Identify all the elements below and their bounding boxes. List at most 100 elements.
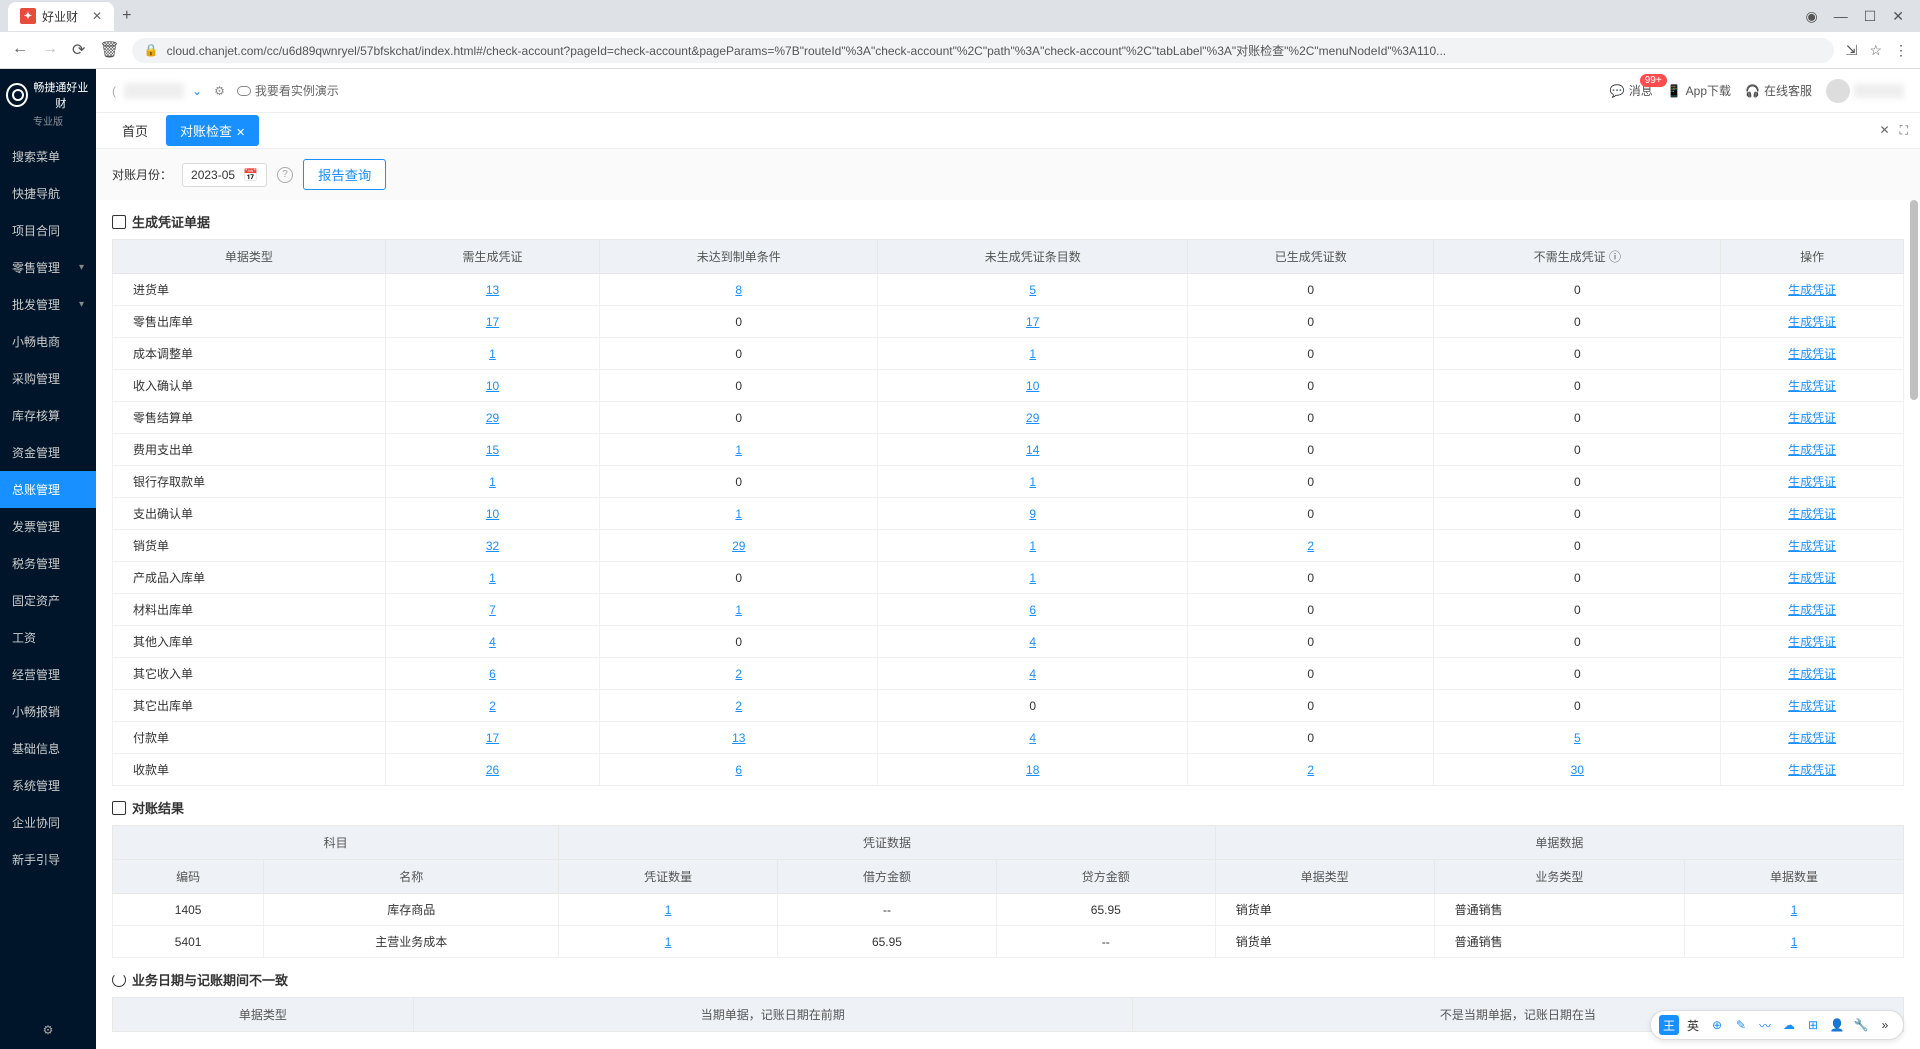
sidebar-item[interactable]: 小畅报销: [0, 693, 96, 730]
count-link[interactable]: 4: [1029, 635, 1036, 649]
sidebar-item[interactable]: 新手引导: [0, 841, 96, 878]
count-link[interactable]: 2: [489, 699, 496, 713]
count-link[interactable]: 1: [1029, 539, 1036, 553]
sidebar-item[interactable]: 固定资产: [0, 582, 96, 619]
count-link[interactable]: 17: [486, 731, 499, 745]
wrench-icon[interactable]: 🔧: [1851, 1015, 1871, 1035]
tab-close-icon[interactable]: ✕: [236, 127, 245, 139]
generate-link[interactable]: 生成凭证: [1788, 699, 1836, 713]
close-all-icon[interactable]: ✕: [1880, 123, 1890, 138]
count-link[interactable]: 1: [489, 347, 496, 361]
generate-link[interactable]: 生成凭证: [1788, 571, 1836, 585]
count-link[interactable]: 2: [735, 699, 742, 713]
generate-link[interactable]: 生成凭证: [1788, 539, 1836, 553]
count-link[interactable]: 2: [1307, 539, 1314, 553]
count-link[interactable]: 1: [735, 603, 742, 617]
gear-icon[interactable]: ⚙: [214, 84, 225, 98]
generate-link[interactable]: 生成凭证: [1788, 347, 1836, 361]
count-link[interactable]: 6: [489, 667, 496, 681]
count-link[interactable]: 13: [486, 283, 499, 297]
service-button[interactable]: 🎧 在线客服: [1745, 82, 1812, 99]
sidebar-item[interactable]: 资金管理: [0, 434, 96, 471]
count-link[interactable]: 29: [732, 539, 745, 553]
sidebar-item[interactable]: 快捷导航: [0, 175, 96, 212]
help-icon[interactable]: ?: [277, 167, 293, 183]
generate-link[interactable]: 生成凭证: [1788, 635, 1836, 649]
account-icon[interactable]: ◉: [1805, 8, 1817, 25]
count-link[interactable]: 1: [1029, 475, 1036, 489]
generate-link[interactable]: 生成凭证: [1788, 411, 1836, 425]
sidebar-item[interactable]: 小畅电商: [0, 323, 96, 360]
sidebar-item[interactable]: 项目合同: [0, 212, 96, 249]
generate-link[interactable]: 生成凭证: [1788, 731, 1836, 745]
generate-link[interactable]: 生成凭证: [1788, 603, 1836, 617]
sidebar-item[interactable]: 采购管理: [0, 360, 96, 397]
count-link[interactable]: 5: [1029, 283, 1036, 297]
delete-icon[interactable]: 🗑: [99, 40, 119, 60]
star-icon[interactable]: ☆: [1869, 42, 1882, 59]
count-link[interactable]: 2: [1307, 763, 1314, 777]
generate-link[interactable]: 生成凭证: [1788, 283, 1836, 297]
lang-icon[interactable]: 英: [1683, 1015, 1703, 1035]
sidebar-item[interactable]: 企业协同: [0, 804, 96, 841]
close-window-icon[interactable]: ✕: [1892, 8, 1904, 25]
sidebar-item[interactable]: 批发管理▾: [0, 286, 96, 323]
vcount-link[interactable]: 1: [665, 903, 672, 917]
count-link[interactable]: 1: [1029, 347, 1036, 361]
query-button[interactable]: 报告查询: [303, 159, 386, 190]
forward-icon[interactable]: →: [42, 40, 58, 60]
settings-icon[interactable]: ⚙: [0, 1011, 96, 1049]
count-link[interactable]: 8: [735, 283, 742, 297]
maximize-icon[interactable]: ☐: [1864, 8, 1877, 25]
generate-link[interactable]: 生成凭证: [1788, 443, 1836, 457]
sidebar-item[interactable]: 库存核算: [0, 397, 96, 434]
count-link[interactable]: 29: [1026, 411, 1039, 425]
sidebar-item[interactable]: 零售管理▾: [0, 249, 96, 286]
app-download-button[interactable]: 📱 App下载: [1667, 82, 1731, 99]
sidebar-item[interactable]: 系统管理: [0, 767, 96, 804]
count-link[interactable]: 18: [1026, 763, 1039, 777]
user-menu[interactable]: [1826, 79, 1904, 103]
count-link[interactable]: 1: [735, 507, 742, 521]
sidebar-item[interactable]: 搜索菜单: [0, 138, 96, 175]
vcount-link[interactable]: 1: [665, 935, 672, 949]
count-link[interactable]: 7: [489, 603, 496, 617]
count-link[interactable]: 10: [1026, 379, 1039, 393]
close-icon[interactable]: ✕: [92, 9, 102, 23]
count-link[interactable]: 29: [486, 411, 499, 425]
count-link[interactable]: 6: [735, 763, 742, 777]
count-link[interactable]: 32: [486, 539, 499, 553]
count-link[interactable]: 26: [486, 763, 499, 777]
tab-check-account[interactable]: 对账检查✕: [166, 115, 259, 146]
generate-link[interactable]: 生成凭证: [1788, 667, 1836, 681]
count-link[interactable]: 1: [1029, 571, 1036, 585]
count-link[interactable]: 14: [1026, 443, 1039, 457]
sidebar-item[interactable]: 总账管理: [0, 471, 96, 508]
trend-icon[interactable]: 〰: [1755, 1015, 1775, 1035]
demo-link[interactable]: 我要看实例演示: [237, 82, 339, 99]
count-link[interactable]: 1: [489, 475, 496, 489]
tab-home[interactable]: 首页: [108, 115, 162, 146]
count-link[interactable]: 30: [1571, 763, 1584, 777]
person-icon[interactable]: 👤: [1827, 1015, 1847, 1035]
sidebar-item[interactable]: 税务管理: [0, 545, 96, 582]
count-link[interactable]: 4: [489, 635, 496, 649]
grid-icon[interactable]: ⊞: [1803, 1015, 1823, 1035]
reload-icon[interactable]: ⟳: [72, 40, 85, 60]
count-link[interactable]: 1: [489, 571, 496, 585]
ime-icon[interactable]: 王: [1659, 1015, 1679, 1035]
count-link[interactable]: 4: [1029, 731, 1036, 745]
collapse-icon[interactable]: »: [1875, 1015, 1895, 1035]
generate-link[interactable]: 生成凭证: [1788, 379, 1836, 393]
count-link[interactable]: 10: [486, 507, 499, 521]
scrollbar[interactable]: [1910, 200, 1918, 400]
count-link[interactable]: 17: [1026, 315, 1039, 329]
doccount-link[interactable]: 1: [1791, 903, 1798, 917]
sidebar-item[interactable]: 经营管理: [0, 656, 96, 693]
doccount-link[interactable]: 1: [1791, 935, 1798, 949]
edit-icon[interactable]: ✎: [1731, 1015, 1751, 1035]
month-input[interactable]: 2023-05 📅: [182, 163, 267, 187]
browser-tab[interactable]: ✦ 好业财 ✕: [8, 2, 114, 31]
generate-link[interactable]: 生成凭证: [1788, 763, 1836, 777]
count-link[interactable]: 15: [486, 443, 499, 457]
